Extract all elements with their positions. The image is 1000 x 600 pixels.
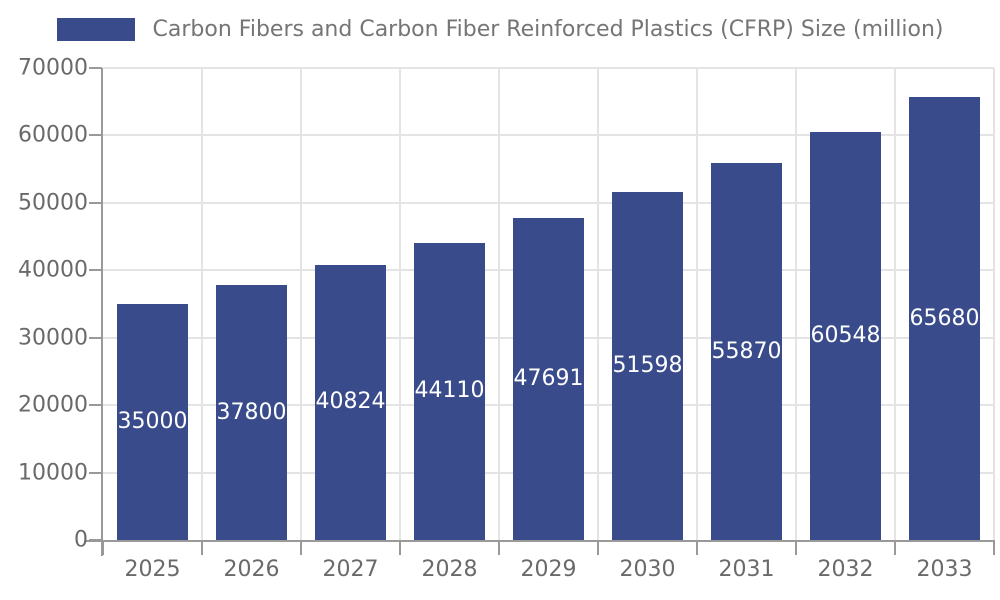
x-tick-mark — [894, 540, 896, 555]
gridline-vertical — [795, 68, 797, 540]
bar: 51598 — [612, 192, 683, 540]
gridline-vertical — [300, 68, 302, 540]
x-tick-mark — [993, 540, 995, 555]
gridline-vertical — [894, 68, 896, 540]
y-tick-label: 70000 — [18, 55, 88, 81]
legend-swatch — [56, 18, 135, 41]
gridline-horizontal — [103, 67, 994, 69]
bar: 35000 — [117, 304, 188, 540]
legend-label: Carbon Fibers and Carbon Fiber Reinforce… — [152, 17, 944, 42]
y-tick-label: 10000 — [18, 460, 88, 486]
gridline-horizontal — [103, 134, 994, 137]
bar: 37800 — [216, 285, 287, 540]
gridline-vertical — [993, 68, 995, 540]
x-tick-label: 2028 — [421, 557, 478, 582]
legend: Carbon Fibers and Carbon Fiber Reinforce… — [0, 17, 1000, 42]
x-tick-mark — [201, 540, 203, 555]
bar: 40824 — [315, 264, 386, 540]
bar-value-label: 40824 — [315, 389, 386, 415]
bar: 47691 — [513, 218, 584, 540]
gridline-vertical — [597, 68, 599, 540]
x-tick-label: 2027 — [322, 557, 379, 582]
gridline-vertical — [696, 68, 698, 540]
x-tick-label: 2031 — [718, 557, 775, 582]
x-tick-mark — [102, 540, 104, 555]
y-tick-label: 20000 — [18, 392, 88, 418]
x-tick-mark — [498, 540, 500, 555]
bar: 44110 — [414, 242, 485, 540]
y-tick-mark — [89, 269, 102, 272]
y-tick-label: 50000 — [18, 190, 88, 216]
x-tick-label: 2026 — [223, 557, 280, 582]
y-tick-mark — [89, 134, 102, 137]
bar-value-label: 55870 — [711, 338, 782, 364]
bar: 60548 — [810, 131, 881, 540]
gridline-horizontal — [103, 201, 994, 204]
x-tick-label: 2029 — [520, 557, 577, 582]
bar-value-label: 65680 — [909, 305, 980, 331]
plot-area: 35000 37800 40824 44110 47691 51598 55870 60548… — [103, 67, 995, 540]
x-tick-label: 2032 — [817, 557, 874, 582]
y-tick-label: 40000 — [18, 257, 88, 283]
bar-value-label: 37800 — [216, 399, 287, 425]
y-tick-mark — [89, 67, 102, 69]
bar-value-label: 60548 — [810, 322, 881, 348]
y-tick-mark — [89, 539, 102, 541]
gridline-vertical — [399, 68, 401, 540]
y-tick-mark — [89, 201, 102, 204]
x-tick-mark — [300, 540, 302, 555]
x-tick-mark — [399, 540, 401, 555]
bar-value-label: 44110 — [414, 378, 485, 404]
y-tick-mark — [89, 471, 102, 474]
gridline-vertical — [201, 68, 203, 540]
x-tick-mark — [696, 540, 698, 555]
bar: 55870 — [711, 163, 782, 540]
gridline-vertical — [498, 68, 500, 540]
x-tick-label: 2025 — [124, 557, 181, 582]
y-axis-line — [101, 68, 103, 556]
y-tick-label: 30000 — [18, 325, 88, 351]
y-tick-mark — [89, 404, 102, 407]
bar-value-label: 47691 — [513, 366, 584, 392]
bar-value-label: 35000 — [117, 408, 188, 434]
x-tick-label: 2033 — [916, 557, 973, 582]
x-tick-label: 2030 — [619, 557, 676, 582]
y-tick-mark — [89, 336, 102, 339]
x-tick-mark — [597, 540, 599, 555]
bar: 65680 — [909, 97, 980, 540]
y-tick-label: 0 — [74, 527, 88, 553]
x-tick-mark — [795, 540, 797, 555]
x-axis-line — [85, 540, 995, 542]
y-tick-label: 60000 — [18, 122, 88, 148]
bar-value-label: 51598 — [612, 352, 683, 378]
